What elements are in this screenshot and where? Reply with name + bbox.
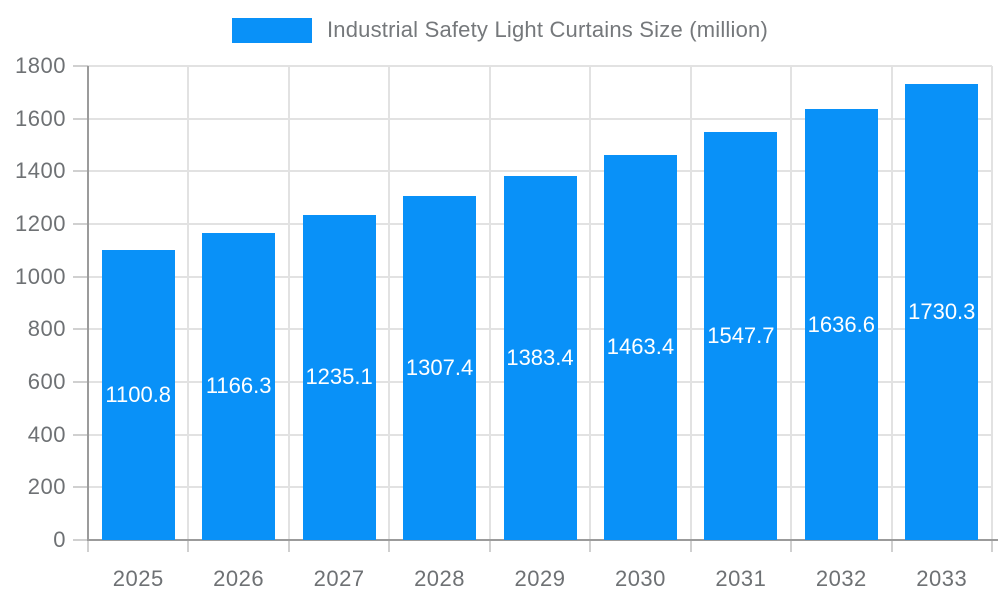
chart-legend[interactable]: Industrial Safety Light Curtains Size (m… (0, 15, 1000, 45)
bar-value-label: 1100.8 (105, 382, 172, 408)
x-axis-label: 2026 (213, 566, 265, 591)
x-axis-line (87, 539, 998, 541)
y-axis-line (87, 66, 89, 541)
x-axis-label: 2031 (715, 566, 767, 591)
bar-2030[interactable] (603, 154, 677, 540)
y-axis-label: 400 (27, 421, 66, 447)
x-axis-tick (388, 540, 391, 552)
bar-2029[interactable] (503, 175, 577, 540)
x-axis-tick (589, 540, 592, 552)
y-axis-label: 1200 (15, 211, 66, 236)
legend-swatch[interactable] (231, 17, 312, 43)
x-axis-tick (689, 540, 692, 552)
x-gridline (991, 66, 993, 540)
y-axis-tick (73, 433, 88, 436)
bar-value-label: 1636.6 (807, 311, 875, 337)
y-gridline (88, 117, 992, 120)
x-axis-label: 2028 (414, 566, 466, 591)
y-axis-tick (73, 223, 88, 225)
y-axis-label: 0 (53, 527, 66, 552)
y-axis-tick (73, 65, 88, 67)
y-axis-label: 1400 (15, 158, 66, 184)
bar-value-label: 1307.4 (405, 354, 474, 380)
bar-2032[interactable] (804, 109, 878, 540)
y-axis-label: 1000 (15, 263, 66, 289)
x-axis-label: 2025 (112, 566, 164, 591)
bar-2026[interactable] (202, 232, 276, 540)
y-axis-label: 600 (27, 369, 66, 394)
bar-value-label: 1730.3 (908, 299, 976, 325)
y-axis-tick (73, 381, 88, 383)
y-axis-label: 200 (27, 474, 66, 500)
bar-value-label: 1547.7 (707, 323, 775, 349)
x-gridline (790, 66, 793, 540)
bar-value-label: 1463.4 (606, 334, 675, 360)
x-axis-label: 2033 (916, 566, 968, 591)
y-gridline (88, 65, 992, 67)
bar-value-label: 1166.3 (205, 373, 272, 399)
y-axis-tick (73, 486, 88, 489)
x-gridline (187, 66, 190, 540)
bar-2033[interactable] (905, 84, 979, 540)
x-axis-label: 2027 (313, 566, 365, 591)
bar-2027[interactable] (302, 214, 376, 540)
bar-2031[interactable] (704, 132, 778, 540)
x-axis-label: 2032 (815, 566, 867, 591)
x-gridline (287, 66, 290, 540)
x-axis-tick (187, 540, 190, 552)
x-axis-label: 2029 (514, 566, 566, 591)
bar-2028[interactable] (403, 195, 477, 540)
x-axis-tick (890, 540, 893, 552)
bar-value-label: 1235.1 (305, 364, 373, 390)
y-axis-tick (73, 117, 88, 120)
bar-2025[interactable] (101, 250, 175, 540)
x-axis-tick (87, 540, 89, 552)
x-gridline (890, 66, 893, 540)
x-gridline (689, 66, 692, 540)
y-axis-tick (73, 275, 88, 278)
x-gridline (589, 66, 592, 540)
y-axis-tick (73, 328, 88, 331)
x-axis-tick (287, 540, 290, 552)
x-axis-tick (991, 540, 993, 552)
chart-title: Industrial Safety Light Curtains Size (m… (326, 17, 769, 42)
bar-value-label: 1383.4 (506, 344, 574, 370)
x-axis-label: 2030 (614, 566, 666, 591)
y-axis-label: 1600 (15, 105, 66, 131)
y-axis-tick (73, 170, 88, 173)
y-axis-label: 1800 (15, 53, 66, 78)
x-gridline (388, 66, 391, 540)
x-axis-tick (488, 540, 491, 552)
x-gridline (488, 66, 491, 540)
y-gridline (88, 170, 992, 173)
y-axis-label: 800 (27, 316, 66, 342)
y-axis-tick (73, 539, 88, 541)
x-axis-tick (790, 540, 793, 552)
